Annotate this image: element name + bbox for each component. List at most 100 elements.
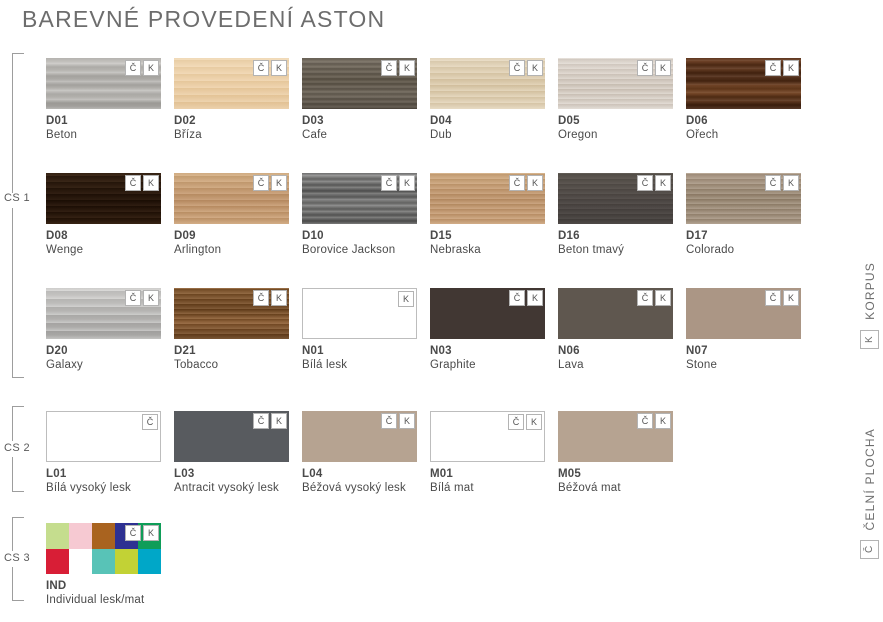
badge-korpus: K xyxy=(399,413,415,429)
bracket-cs2-top xyxy=(12,406,24,441)
swatch-code: D05 xyxy=(558,115,580,127)
badge-celni-plocha: Č xyxy=(765,60,781,76)
swatch-chip-l01: Č xyxy=(46,411,161,462)
group-label-cs3: CS 3 xyxy=(4,552,31,564)
swatch-d04[interactable]: Č K D04 Dub xyxy=(430,58,545,141)
badge-celni-plocha: Č xyxy=(509,175,525,191)
swatch-d17[interactable]: Č K D17 Colorado xyxy=(686,173,801,256)
badge-korpus: K xyxy=(655,413,671,429)
swatch-l03[interactable]: Č K L03 Antracit vysoký lesk xyxy=(174,411,289,494)
badge-korpus: K xyxy=(527,60,543,76)
swatch-name: Stone xyxy=(686,359,718,371)
swatch-code: N03 xyxy=(430,345,452,357)
swatch-d01[interactable]: Č K D01 Beton xyxy=(46,58,161,141)
swatch-d02[interactable]: Č K D02 Bříza xyxy=(174,58,289,141)
badge-celni-plocha: Č xyxy=(125,60,141,76)
swatch-d21[interactable]: Č K D21 Tobacco xyxy=(174,288,289,371)
swatch-d16[interactable]: Č K D16 Beton tmavý xyxy=(558,173,673,256)
swatch-d05[interactable]: Č K D05 Oregon xyxy=(558,58,673,141)
legend-korpus: KORPUS K xyxy=(860,262,879,349)
swatch-l04[interactable]: Č K L04 Béžová vysoký lesk xyxy=(302,411,417,494)
badge-celni-plocha: Č xyxy=(253,60,269,76)
badge-korpus: K xyxy=(527,175,543,191)
swatch-n06[interactable]: Č K N06 Lava xyxy=(558,288,673,371)
swatch-name: Colorado xyxy=(686,244,735,256)
swatch-name: Tobacco xyxy=(174,359,219,371)
swatch-d10[interactable]: Č K D10 Borovice Jackson xyxy=(302,173,417,256)
swatch-n01[interactable]: K N01 Bílá lesk xyxy=(302,288,417,371)
badge-korpus: K xyxy=(143,60,159,76)
swatch-d08[interactable]: Č K D08 Wenge xyxy=(46,173,161,256)
swatch-name: Nebraska xyxy=(430,244,481,256)
legend-celni-plocha-badge: Č xyxy=(860,540,879,560)
swatch-code: D20 xyxy=(46,345,68,357)
badge-celni-plocha: Č xyxy=(253,290,269,306)
swatch-n03[interactable]: Č K N03 Graphite xyxy=(430,288,545,371)
badge-celni-plocha: Č xyxy=(509,60,525,76)
badge-korpus: K xyxy=(783,290,799,306)
badge-celni-plocha: Č xyxy=(637,290,653,306)
swatch-code: IND xyxy=(46,580,67,592)
swatch-d09[interactable]: Č K D09 Arlington xyxy=(174,173,289,256)
swatch-n07[interactable]: Č K N07 Stone xyxy=(686,288,801,371)
swatch-code: L04 xyxy=(302,468,323,480)
badge-korpus: K xyxy=(271,413,287,429)
swatch-m01[interactable]: Č K M01 Bílá mat xyxy=(430,411,545,494)
swatch-name: Bílá lesk xyxy=(302,359,348,371)
swatch-d06[interactable]: Č K D06 Ořech xyxy=(686,58,801,141)
swatch-name: Béžová vysoký lesk xyxy=(302,482,406,494)
swatch-code: N07 xyxy=(686,345,708,357)
swatch-code: D16 xyxy=(558,230,580,242)
swatch-code: D17 xyxy=(686,230,708,242)
group-label-cs2: CS 2 xyxy=(4,442,31,454)
swatch-code: L03 xyxy=(174,468,195,480)
swatch-d03[interactable]: Č K D03 Cafe xyxy=(302,58,417,141)
swatch-name: Galaxy xyxy=(46,359,83,371)
swatch-code: D04 xyxy=(430,115,452,127)
legend-korpus-badge: K xyxy=(860,329,879,349)
swatch-name: Bílá vysoký lesk xyxy=(46,482,132,494)
swatch-l01[interactable]: Č L01 Bílá vysoký lesk xyxy=(46,411,161,494)
swatch-name: Cafe xyxy=(302,129,328,141)
swatch-m05[interactable]: Č K M05 Béžová mat xyxy=(558,411,673,494)
badge-celni-plocha: Č xyxy=(253,413,269,429)
individual-color-cell-0 xyxy=(46,523,69,549)
swatch-code: N06 xyxy=(558,345,580,357)
badge-celni-plocha: Č xyxy=(637,413,653,429)
swatch-d20[interactable]: Č K D20 Galaxy xyxy=(46,288,161,371)
legend-celni-plocha: ČELNÍ PLOCHA Č xyxy=(860,428,879,560)
swatch-name: Oregon xyxy=(558,129,598,141)
badge-celni-plocha: Č xyxy=(125,525,141,541)
swatch-code: D15 xyxy=(430,230,452,242)
swatch-d15[interactable]: Č K D15 Nebraska xyxy=(430,173,545,256)
swatch-ind[interactable]: Č K IND Individual lesk/mat xyxy=(46,523,161,606)
badge-korpus: K xyxy=(399,175,415,191)
swatch-name: Antracit vysoký lesk xyxy=(174,482,279,494)
badge-korpus: K xyxy=(526,414,542,430)
page-title: BAREVNÉ PROVEDENÍ ASTON xyxy=(22,6,386,32)
swatch-code: L01 xyxy=(46,468,67,480)
swatch-name: Lava xyxy=(558,359,584,371)
swatch-code: M05 xyxy=(558,468,581,480)
